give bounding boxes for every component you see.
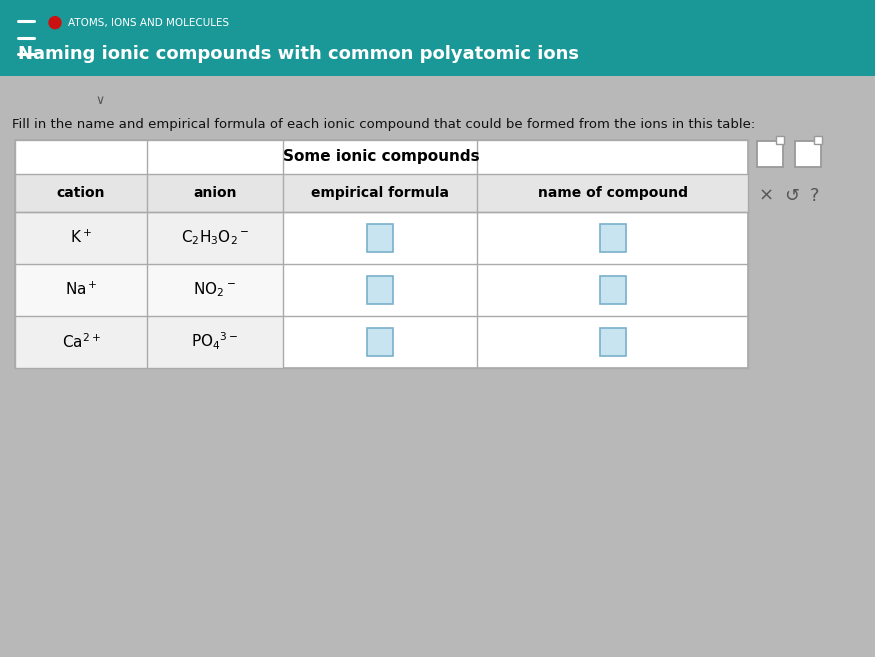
Text: K$^+$: K$^+$	[70, 229, 92, 246]
Text: ↺: ↺	[784, 187, 799, 204]
Text: Some ionic compounds: Some ionic compounds	[284, 149, 480, 164]
Text: ∨: ∨	[95, 93, 105, 106]
FancyBboxPatch shape	[15, 263, 283, 315]
Text: Naming ionic compounds with common polyatomic ions: Naming ionic compounds with common polya…	[18, 45, 579, 63]
FancyBboxPatch shape	[599, 223, 626, 252]
Text: NO$_2$$^-$: NO$_2$$^-$	[193, 280, 236, 299]
Text: PO$_4$$^{3-}$: PO$_4$$^{3-}$	[191, 331, 239, 352]
FancyBboxPatch shape	[757, 141, 783, 167]
FancyBboxPatch shape	[15, 212, 283, 263]
Text: anion: anion	[193, 185, 236, 200]
Text: cation: cation	[57, 185, 105, 200]
FancyBboxPatch shape	[15, 315, 283, 367]
FancyBboxPatch shape	[599, 275, 626, 304]
Text: Fill in the name and empirical formula of each ionic compound that could be form: Fill in the name and empirical formula o…	[12, 118, 755, 131]
Text: ?: ?	[810, 187, 820, 204]
FancyBboxPatch shape	[15, 173, 748, 212]
FancyBboxPatch shape	[367, 328, 393, 355]
FancyBboxPatch shape	[795, 141, 821, 167]
Text: ATOMS, IONS AND MOLECULES: ATOMS, IONS AND MOLECULES	[68, 18, 229, 28]
FancyBboxPatch shape	[15, 139, 748, 367]
Text: empirical formula: empirical formula	[311, 185, 449, 200]
FancyBboxPatch shape	[776, 135, 784, 144]
Text: Ca$^{2+}$: Ca$^{2+}$	[61, 332, 101, 351]
FancyBboxPatch shape	[367, 275, 393, 304]
FancyBboxPatch shape	[0, 0, 875, 76]
FancyBboxPatch shape	[814, 135, 822, 144]
FancyBboxPatch shape	[599, 328, 626, 355]
FancyBboxPatch shape	[367, 223, 393, 252]
Circle shape	[49, 16, 61, 29]
Text: Na$^+$: Na$^+$	[65, 281, 97, 298]
Text: C$_2$H$_3$O$_2$$^-$: C$_2$H$_3$O$_2$$^-$	[180, 228, 249, 247]
Text: name of compound: name of compound	[537, 185, 688, 200]
Text: ×: ×	[758, 187, 774, 204]
